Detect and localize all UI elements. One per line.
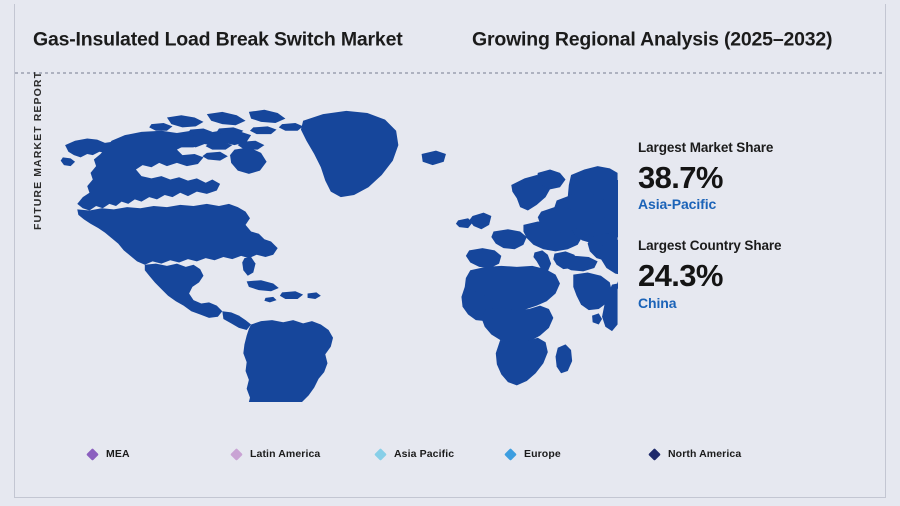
- page-title: Gas-Insulated Load Break Switch Market: [33, 28, 403, 51]
- map-legend: MEA Latin America Asia Pacific Europe No…: [86, 447, 788, 468]
- frame-border-bottom: [14, 497, 886, 498]
- stat-label: Largest Country Share: [638, 238, 782, 254]
- stat-value: 24.3%: [638, 258, 724, 294]
- frame-border-right: [885, 4, 886, 498]
- stat-block-country-share: Largest Country Share 24.3% China: [638, 238, 878, 310]
- diamond-marker-icon: [230, 447, 243, 461]
- legend-label: North America: [668, 448, 742, 460]
- world-map-icon: [60, 109, 618, 402]
- legend-item-mea: MEA: [86, 447, 130, 461]
- header-divider: [15, 72, 885, 74]
- stats-panel: Largest Market Share 38.7% Asia-Pacific …: [638, 140, 878, 337]
- stat-region: China: [638, 294, 677, 311]
- legend-item-asia-pacific: Asia Pacific: [374, 447, 455, 461]
- legend-label: Asia Pacific: [394, 448, 455, 460]
- header: Gas-Insulated Load Break Switch Market G…: [14, 0, 886, 73]
- legend-label: MEA: [106, 448, 130, 460]
- legend-item-north-america: North America: [648, 447, 742, 461]
- stat-value: 38.7%: [638, 160, 724, 195]
- stat-region: Asia-Pacific: [638, 196, 717, 213]
- frame-border-left: [14, 4, 15, 498]
- legend-item-latin-america: Latin America: [230, 447, 321, 461]
- diamond-marker-icon: [86, 447, 99, 461]
- diamond-marker-icon: [504, 447, 517, 461]
- diamond-marker-icon: [374, 447, 387, 461]
- world-map: [58, 92, 618, 402]
- legend-item-europe: Europe: [504, 447, 561, 461]
- legend-label: Europe: [524, 448, 561, 460]
- diamond-marker-icon: [648, 447, 661, 461]
- page-subtitle: Growing Regional Analysis (2025–2032): [472, 28, 833, 51]
- brand-vertical-label: FUTURE MARKET REPORT: [32, 70, 44, 230]
- stat-label: Largest Market Share: [638, 140, 774, 155]
- legend-label: Latin America: [250, 448, 321, 460]
- stat-block-market-share: Largest Market Share 38.7% Asia-Pacific: [638, 140, 878, 212]
